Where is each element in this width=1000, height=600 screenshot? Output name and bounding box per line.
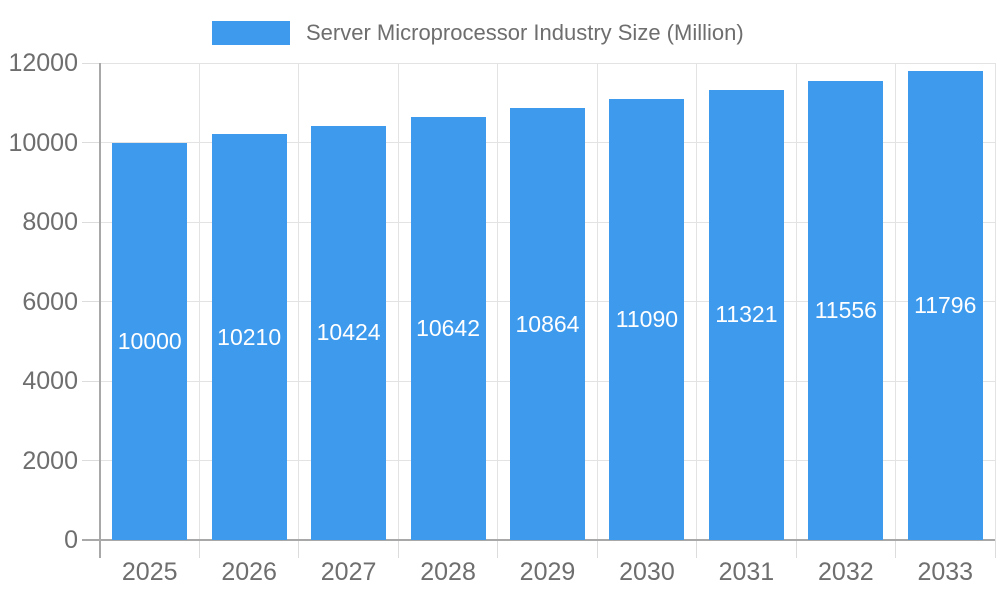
x-axis-line [82,539,995,541]
bar-2027[interactable]: 10424 [311,125,387,540]
y-tick-label: 2000 [22,446,78,475]
x-tick-label: 2030 [619,558,675,586]
x-axis-tick [298,540,300,558]
x-axis-tick [696,540,698,558]
bar-2025[interactable]: 10000 [112,142,188,540]
x-axis-tick [795,540,797,558]
bar-2029[interactable]: 10864 [510,108,585,540]
v-gridline [198,63,200,540]
y-tick-label: 8000 [22,208,78,236]
y-tick-label: 6000 [22,287,78,316]
x-tick-label: 2032 [818,558,874,586]
y-axis-tick [82,142,100,143]
x-tick-label: 2025 [121,558,178,586]
x-axis-tick [596,540,598,558]
x-axis-tick [397,540,399,558]
v-gridline [497,63,499,540]
v-gridline [696,63,698,540]
y-axis-tick [82,62,100,64]
y-tick-label: 10000 [8,128,78,157]
x-axis-tick [895,540,897,558]
bar-2026[interactable]: 10210 [211,134,287,540]
bar-value-label: 11321 [715,301,778,328]
v-gridline [895,63,897,540]
legend-label: Server Microprocessor Industry Size (Mil… [306,20,744,45]
x-tick-label: 2033 [917,558,974,586]
v-gridline [596,63,598,540]
x-tick-label: 2027 [320,558,377,586]
v-gridline [994,63,996,540]
x-tick-label: 2029 [519,558,576,586]
bar-value-label: 11090 [615,306,679,333]
y-tick-label: 4000 [22,367,78,395]
y-axis-line [99,63,101,558]
legend-swatch [212,21,290,45]
bar-2033[interactable]: 11796 [907,71,983,540]
bar-value-label: 10642 [416,314,481,341]
x-axis-tick [994,540,996,558]
bar-value-label: 10210 [217,323,282,350]
h-gridline [100,62,995,64]
y-axis-tick [82,221,100,223]
bar-value-label: 10864 [515,310,580,337]
y-axis-tick [82,460,100,461]
bar-value-label: 10424 [316,319,381,346]
x-axis-tick [497,540,499,558]
y-tick-label: 0 [64,526,78,554]
bar-2028[interactable]: 10642 [410,116,486,540]
bar-value-label: 11796 [914,292,977,319]
bar-value-label: 11556 [814,296,877,323]
y-axis-tick [82,301,100,302]
bar-value-label: 10000 [117,327,182,354]
x-tick-label: 2028 [420,558,476,586]
v-gridline [397,63,399,540]
x-tick-label: 2026 [221,558,277,586]
legend[interactable]: Server Microprocessor Industry Size (Mil… [212,20,744,46]
bar-2030[interactable]: 11090 [609,99,685,540]
y-axis-tick [82,380,100,382]
bar-2032[interactable]: 11556 [808,80,884,540]
x-axis-tick [198,540,200,558]
v-gridline [795,63,797,540]
x-tick-label: 2031 [718,558,775,586]
v-gridline [298,63,300,540]
bar-2031[interactable]: 11321 [708,89,784,540]
y-tick-label: 12000 [8,49,78,77]
